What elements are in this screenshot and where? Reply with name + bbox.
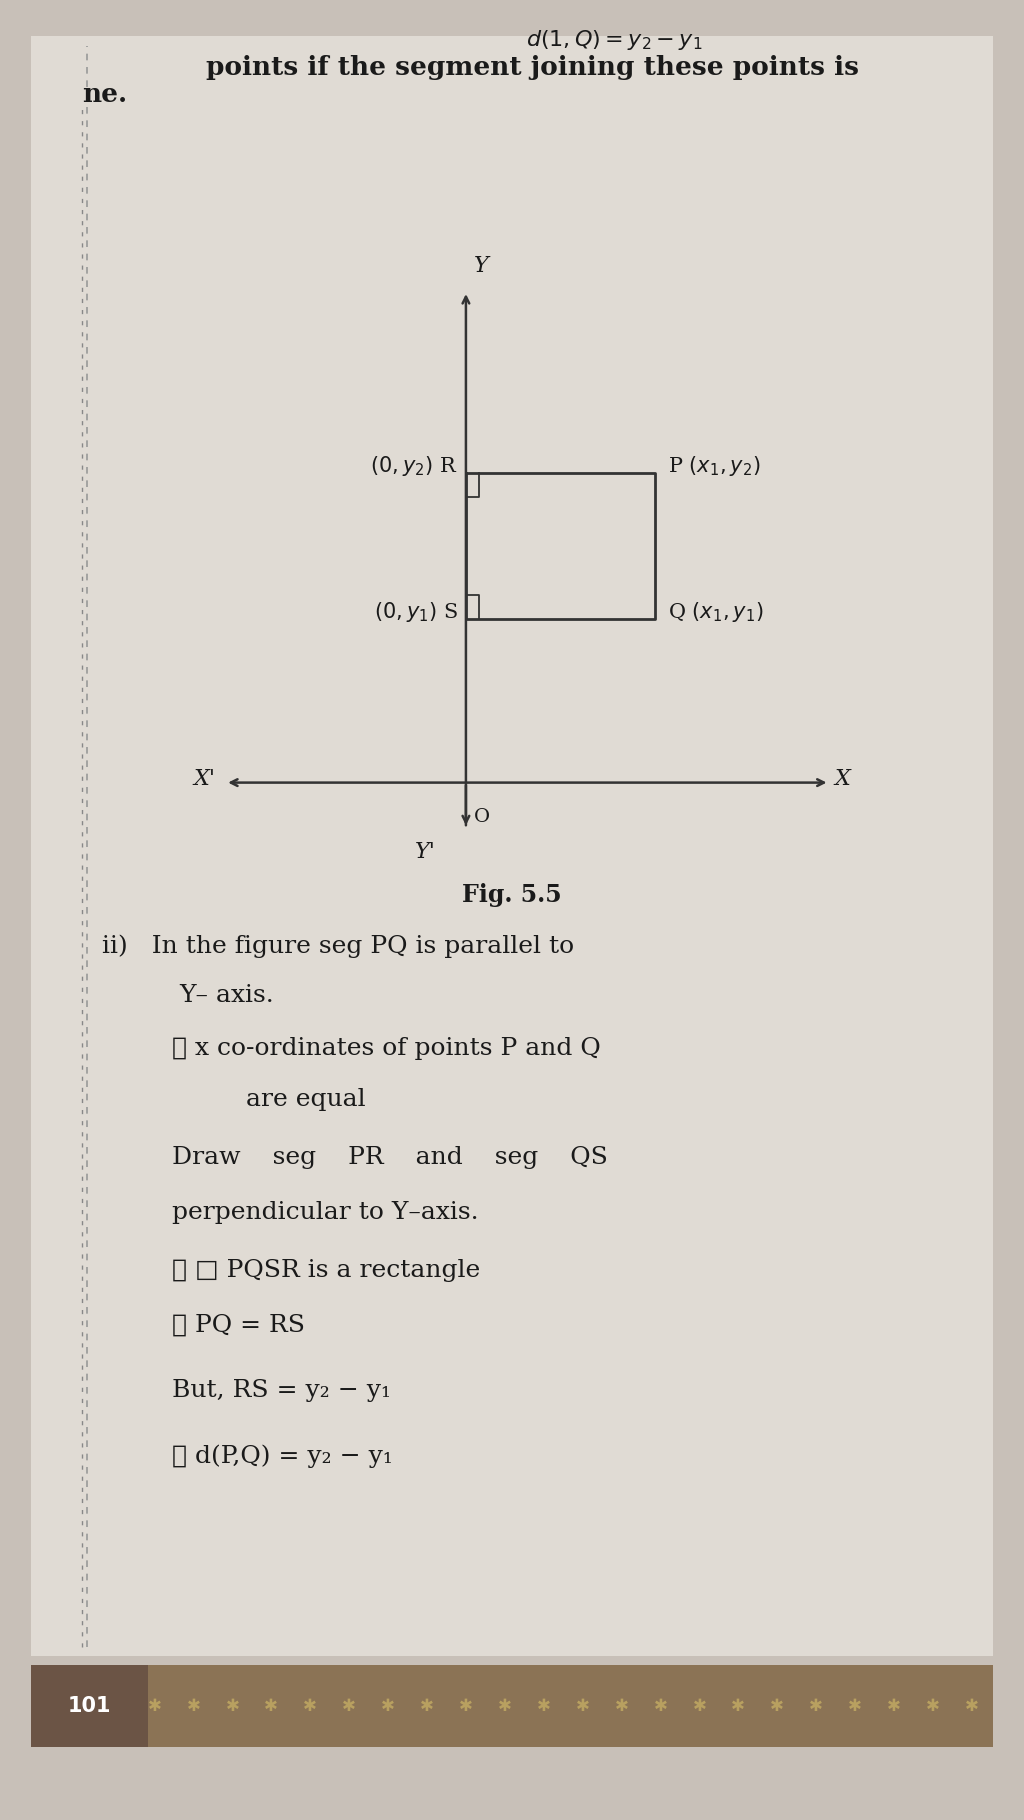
Text: ii)   In the figure seg PQ is parallel to: ii) In the figure seg PQ is parallel to [102,935,574,957]
Text: X': X' [194,768,215,790]
Text: 101: 101 [68,1696,112,1716]
Text: ✱: ✱ [303,1698,317,1714]
Text: ✱: ✱ [186,1698,201,1714]
Text: ✱: ✱ [342,1698,356,1714]
Text: ✱: ✱ [965,1698,979,1714]
FancyBboxPatch shape [31,36,993,1656]
Text: $(0, y_1)$ S: $(0, y_1)$ S [374,599,458,624]
Text: ✱: ✱ [264,1698,279,1714]
Text: ✱: ✱ [459,1698,473,1714]
Text: Y': Y' [415,841,435,863]
Text: ✱: ✱ [381,1698,395,1714]
Text: Fig. 5.5: Fig. 5.5 [462,883,562,908]
Text: ✱: ✱ [537,1698,551,1714]
Text: ✱: ✱ [614,1698,629,1714]
Text: O: O [474,808,490,826]
Text: ✱: ✱ [770,1698,784,1714]
Text: $d(1, Q) = y_2 - y_1$: $d(1, Q) = y_2 - y_1$ [526,27,702,53]
Text: X: X [835,768,851,790]
FancyBboxPatch shape [31,1665,993,1747]
Text: ✱: ✱ [147,1698,162,1714]
Text: ✱: ✱ [653,1698,668,1714]
Text: ✱: ✱ [692,1698,707,1714]
Text: ∴ PQ = RS: ∴ PQ = RS [172,1314,305,1336]
Text: ∴ d(P,Q) = y₂ − y₁: ∴ d(P,Q) = y₂ − y₁ [172,1445,393,1467]
Text: But, RS = y₂ − y₁: But, RS = y₂ − y₁ [172,1380,391,1401]
Text: ✱: ✱ [731,1698,745,1714]
Text: Q $(x_1, y_1)$: Q $(x_1, y_1)$ [668,599,763,624]
Text: ✱: ✱ [225,1698,240,1714]
Text: ✱: ✱ [926,1698,940,1714]
Text: are equal: are equal [246,1088,366,1110]
Text: P $(x_1, y_2)$: P $(x_1, y_2)$ [668,453,760,479]
Text: ✱: ✱ [498,1698,512,1714]
Text: ✱: ✱ [575,1698,590,1714]
Text: ✱: ✱ [809,1698,823,1714]
Text: perpendicular to Y–axis.: perpendicular to Y–axis. [172,1201,478,1223]
Text: ✱: ✱ [109,1698,123,1714]
FancyBboxPatch shape [31,1665,148,1747]
Text: ✱: ✱ [420,1698,434,1714]
Text: ✱: ✱ [887,1698,901,1714]
Text: Draw    seg    PR    and    seg    QS: Draw seg PR and seg QS [172,1147,608,1168]
Text: ∴ x co-ordinates of points P and Q: ∴ x co-ordinates of points P and Q [172,1037,601,1059]
Text: ✱: ✱ [70,1698,84,1714]
Text: ∴ □ PQSR is a rectangle: ∴ □ PQSR is a rectangle [172,1259,480,1281]
Text: $(0, y_2)$ R: $(0, y_2)$ R [371,453,458,479]
Text: Y– axis.: Y– axis. [179,985,274,1006]
Text: ✱: ✱ [848,1698,862,1714]
Text: points if the segment joining these points is: points if the segment joining these poin… [206,55,859,80]
Text: Y: Y [474,255,488,277]
Text: ne.: ne. [82,82,127,107]
